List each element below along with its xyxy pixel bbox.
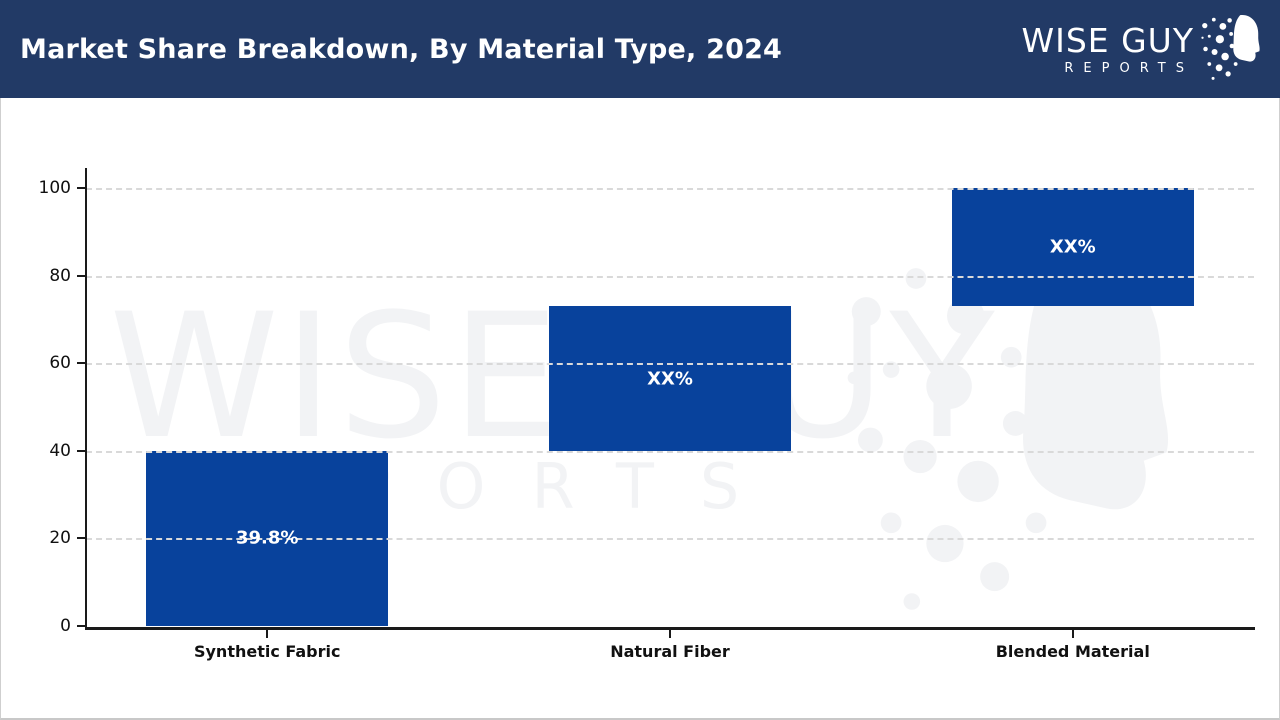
tick-mark	[77, 537, 85, 539]
gridline	[86, 450, 1254, 453]
chart-area: WISE GUY REPORTS 39.8% XX% XX% 0 20 40 60 80 10…	[0, 98, 1280, 720]
bar	[549, 306, 791, 452]
x-axis	[85, 627, 1255, 630]
page-title: Market Share Breakdown, By Material Type…	[20, 33, 783, 65]
header-bar: Market Share Breakdown, By Material Type…	[0, 0, 1280, 98]
bar	[951, 188, 1194, 307]
tick-mark	[77, 274, 85, 277]
logo-reports-text: REPORTS	[1064, 60, 1194, 76]
y-tick-label: 20	[49, 528, 71, 548]
tick-mark	[77, 624, 85, 627]
y-tick-label: 100	[38, 178, 71, 198]
logo-wordmark: WISE GUY REPORTS	[1021, 20, 1194, 76]
tick-mark	[669, 630, 671, 638]
gridline	[86, 275, 1254, 278]
tick-mark	[77, 187, 85, 189]
y-tick-label: 40	[49, 440, 71, 461]
bar-label: XX%	[647, 368, 693, 390]
y-tick-label: 0	[60, 615, 71, 636]
tick-mark	[77, 362, 85, 364]
tick-mark	[1071, 630, 1074, 638]
y-tick-label: 60	[49, 353, 71, 373]
bar-label: XX%	[1049, 236, 1096, 258]
tick-mark	[77, 449, 85, 452]
x-tick-label: Blended Material	[995, 642, 1150, 661]
logo-wordmark-text: WISE GUY	[1021, 20, 1194, 60]
y-axis	[85, 168, 87, 630]
x-tick-label: Synthetic Fabric	[193, 642, 341, 661]
logo-face-icon	[1201, 14, 1260, 80]
x-tick-label: Natural Fiber	[610, 642, 730, 661]
gridline	[86, 363, 1254, 365]
plot-area: 39.8% XX% XX%	[86, 170, 1254, 627]
y-tick-label: 80	[49, 265, 71, 286]
gridline	[86, 538, 1254, 540]
bar-label: 39.8%	[236, 527, 299, 549]
tick-mark	[266, 630, 269, 638]
logo: WISE GUY REPORTS	[1021, 11, 1262, 87]
gridline	[86, 188, 1254, 190]
